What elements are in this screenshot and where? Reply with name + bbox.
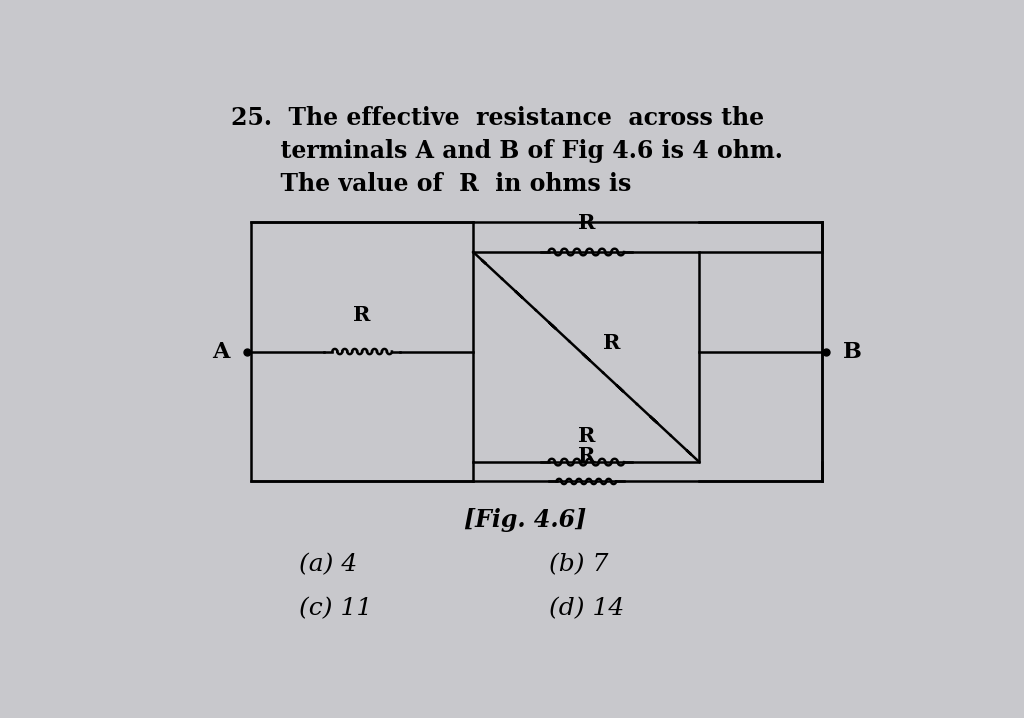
Bar: [251, 222, 822, 482]
Text: terminals A and B of Fig 4.6 is 4 ohm.: terminals A and B of Fig 4.6 is 4 ohm.: [231, 139, 783, 163]
Text: (c) 11: (c) 11: [299, 597, 372, 620]
Text: R: R: [578, 446, 595, 466]
Text: R: R: [603, 333, 621, 353]
Text: (d) 14: (d) 14: [549, 597, 624, 620]
Text: R: R: [353, 305, 371, 325]
Text: [Fig. 4.6]: [Fig. 4.6]: [464, 508, 586, 532]
Bar: [473, 252, 699, 462]
Text: The value of  R  in ohms is: The value of R in ohms is: [231, 172, 632, 196]
Text: B: B: [843, 340, 862, 363]
Text: R: R: [578, 426, 595, 445]
Text: (a) 4: (a) 4: [299, 553, 357, 576]
Text: A: A: [212, 340, 229, 363]
Text: 25.  The effective  resistance  across the: 25. The effective resistance across the: [231, 106, 764, 129]
Text: R: R: [578, 213, 595, 233]
Text: (b) 7: (b) 7: [549, 553, 608, 576]
